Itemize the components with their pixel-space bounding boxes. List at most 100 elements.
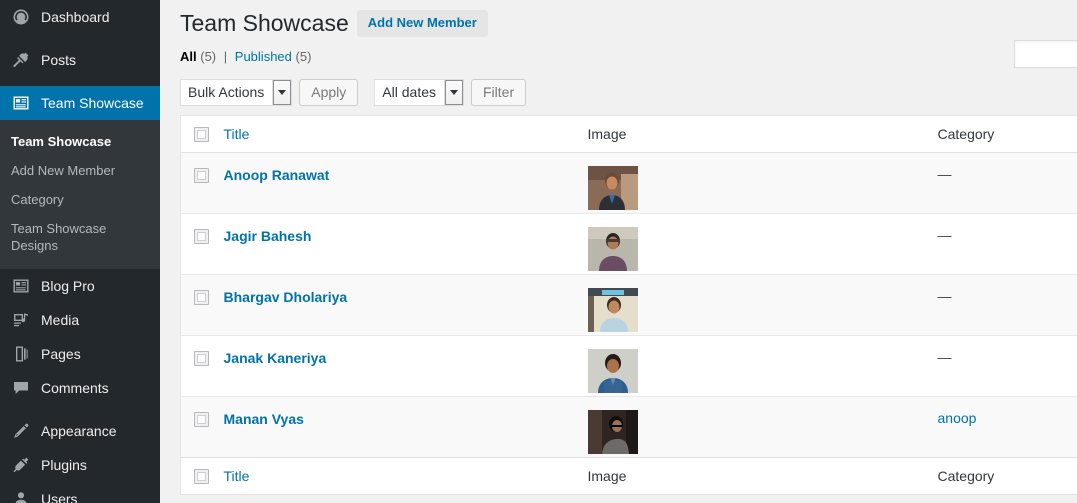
row-category-value: — [937, 288, 952, 304]
select-all-footer [180, 457, 224, 495]
team-members-table: Title Image Category Anoop Ranawat [180, 115, 1077, 495]
select-all-checkbox[interactable] [194, 126, 209, 142]
column-header-title: Title [223, 115, 588, 153]
sidebar-item-appearance[interactable]: Appearance [0, 414, 160, 448]
row-image-cell [587, 335, 938, 397]
select-all-checkbox-footer[interactable] [194, 468, 209, 484]
row-category-cell: — [937, 213, 1077, 275]
row-select-cell [181, 153, 224, 214]
row-category-value: — [937, 227, 952, 243]
sidebar-item-dashboard[interactable]: Dashboard [0, 0, 160, 34]
submenu-item-team-showcase[interactable]: Team Showcase [11, 134, 112, 149]
sidebar-item-blog-pro[interactable]: Blog Pro [0, 269, 160, 303]
filter-separator: | [223, 49, 228, 64]
member-thumbnail[interactable] [587, 227, 638, 271]
member-thumbnail[interactable] [587, 410, 638, 454]
filter-button[interactable]: Filter [471, 78, 527, 106]
column-footer-image: Image [587, 457, 938, 495]
row-checkbox[interactable] [194, 229, 209, 244]
row-title-cell: Jagir Bahesh [223, 213, 588, 275]
sidebar-item-posts[interactable]: Posts [0, 43, 160, 77]
sidebar-item-label: Posts [41, 52, 77, 68]
row-title-link[interactable]: Janak Kaneriya [223, 350, 327, 366]
row-checkbox[interactable] [194, 412, 209, 427]
submenu-item-category[interactable]: Category [11, 192, 64, 207]
row-checkbox[interactable] [194, 168, 209, 183]
row-category-cell: — [938, 153, 1077, 214]
row-select-cell [180, 213, 224, 275]
sidebar-item-label: Media [41, 312, 80, 328]
pushpin-icon [11, 50, 31, 70]
row-select-cell [180, 274, 224, 336]
row-title-cell: Bhargav Dholariya [223, 274, 588, 336]
row-image-cell [587, 274, 938, 336]
add-new-member-button[interactable]: Add New Member [356, 10, 488, 37]
row-select-cell [180, 335, 224, 397]
dashboard-gauge-icon [11, 7, 31, 27]
sidebar-item-label: Pages [41, 346, 81, 362]
status-filter-links: All (5) | Published (5) [180, 48, 1077, 65]
chevron-down-icon [444, 79, 463, 105]
plug-icon [11, 455, 31, 475]
table-footer-row: Title Image Category [180, 457, 1077, 495]
list-view-icon [11, 276, 31, 296]
filter-link-all[interactable]: All [180, 49, 197, 64]
date-filter-value: All dates [382, 84, 436, 100]
column-footer-category: Category [937, 457, 1077, 495]
sidebar-item-pages[interactable]: Pages [0, 337, 160, 371]
filter-link-published[interactable]: Published [234, 49, 292, 64]
row-category-link[interactable]: anoop [937, 410, 977, 426]
main-content: Team Showcase Add New Member All (5) | P… [160, 0, 1077, 503]
pages-icon [11, 344, 31, 364]
sidebar-item-label: Dashboard [41, 9, 110, 25]
sidebar-item-label: Users [41, 491, 78, 503]
sidebar-item-label: Appearance [41, 423, 117, 439]
sidebar-item-media[interactable]: Media [0, 303, 160, 337]
admin-sidebar: Dashboard Posts Team Showcase Team Showc… [0, 0, 168, 503]
row-title-cell: Manan Vyas [223, 396, 588, 458]
row-category-value: — [937, 166, 952, 182]
row-title-link[interactable]: Bhargav Dholariya [223, 289, 348, 305]
bulk-actions-select[interactable]: Bulk Actions [180, 78, 293, 106]
row-title-link[interactable]: Jagir Bahesh [223, 228, 312, 244]
sidebar-item-team-showcase[interactable]: Team Showcase [0, 86, 168, 120]
table-nav-top: Bulk Actions Apply All dates Filter [180, 78, 1077, 106]
table-row: Manan Vyas anoop [180, 396, 1077, 458]
sidebar-divider [0, 405, 160, 414]
sidebar-item-users[interactable]: Users [0, 482, 160, 503]
paintbrush-icon [11, 421, 31, 441]
column-sort-link-title-footer[interactable]: Title [223, 468, 250, 484]
submenu-item-add-new-member[interactable]: Add New Member [11, 163, 116, 178]
sidebar-divider [0, 34, 160, 43]
apply-button[interactable]: Apply [299, 78, 359, 106]
media-icon [11, 310, 31, 330]
row-category-cell: — [937, 274, 1077, 336]
sidebar-item-plugins[interactable]: Plugins [0, 448, 160, 482]
bulk-actions-value: Bulk Actions [188, 84, 265, 100]
column-sort-link-title[interactable]: Title [223, 126, 250, 142]
row-title-link[interactable]: Anoop Ranawat [223, 167, 330, 183]
sidebar-item-label: Blog Pro [41, 278, 95, 294]
select-all-header [180, 115, 224, 153]
sidebar-divider [0, 77, 160, 86]
filter-count-all: (5) [200, 49, 217, 64]
submenu-item-team-showcase-designs[interactable]: Team Showcase Designs [11, 221, 107, 253]
sidebar-item-label: Comments [41, 380, 109, 396]
member-thumbnail[interactable] [587, 349, 638, 393]
column-header-image: Image [587, 115, 938, 153]
row-checkbox[interactable] [194, 290, 209, 305]
comment-bubble-icon [11, 378, 31, 398]
column-footer-title: Title [223, 457, 588, 495]
row-image-cell [587, 213, 938, 275]
row-title-link[interactable]: Manan Vyas [223, 411, 304, 427]
row-image-cell [587, 396, 938, 458]
row-title-cell: Janak Kaneriya [223, 335, 588, 397]
date-filter-select[interactable]: All dates [374, 78, 464, 106]
table-row: Bhargav Dholariya — [180, 274, 1077, 336]
sidebar-item-comments[interactable]: Comments [0, 371, 160, 405]
member-thumbnail[interactable] [587, 288, 638, 332]
row-checkbox[interactable] [194, 351, 209, 366]
search-input[interactable] [1014, 40, 1077, 68]
member-thumbnail[interactable] [587, 166, 638, 210]
